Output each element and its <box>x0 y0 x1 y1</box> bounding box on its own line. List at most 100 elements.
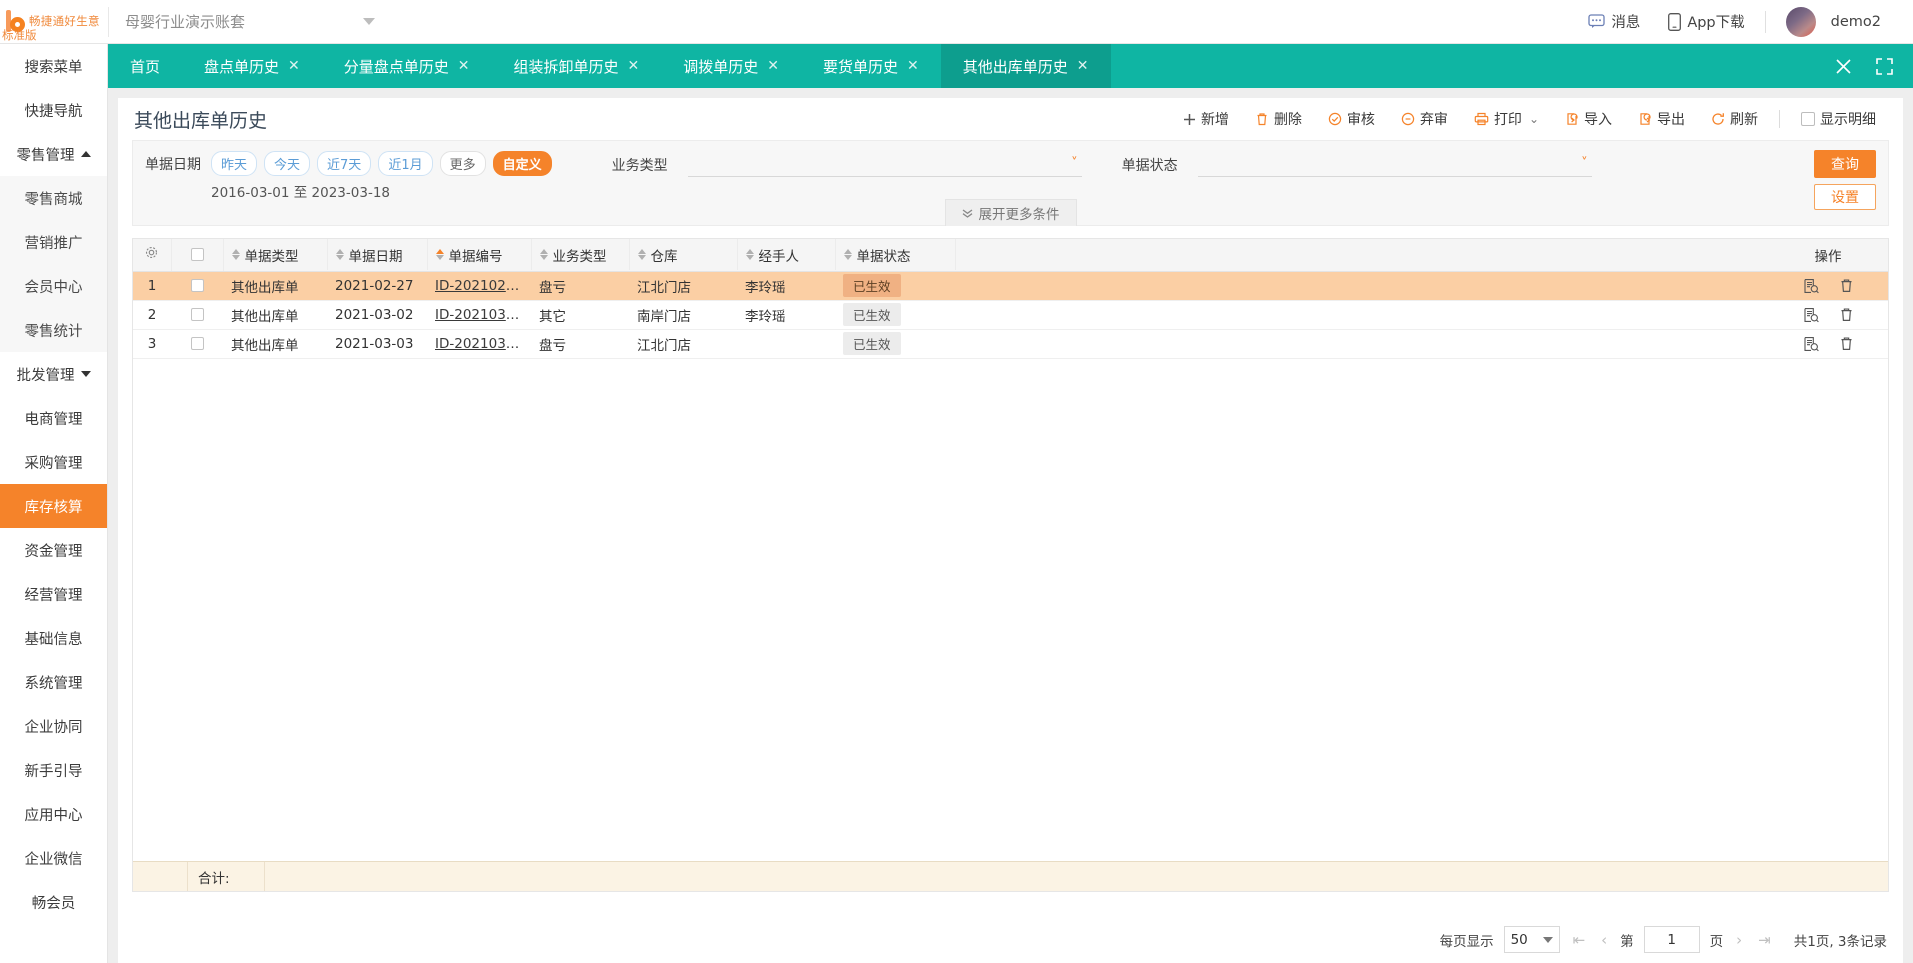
toolbar-button-1[interactable]: 删除 <box>1242 104 1315 134</box>
close-icon[interactable] <box>1835 58 1852 75</box>
last-page-button[interactable]: ⇥ <box>1758 930 1771 949</box>
query-button[interactable]: 查询 <box>1814 150 1876 178</box>
sidebar-item-17[interactable]: 应用中心 <box>0 792 107 836</box>
column-header-date[interactable]: 单据日期 <box>328 239 428 271</box>
sidebar-item-16[interactable]: 新手引导 <box>0 748 107 792</box>
toolbar-button-3[interactable]: 弃审 <box>1388 104 1461 134</box>
sidebar-item-3[interactable]: 零售商城 <box>0 176 107 220</box>
tab-4[interactable]: 调拨单历史 ✕ <box>661 44 801 88</box>
fullscreen-icon[interactable] <box>1876 57 1893 75</box>
tab-5[interactable]: 要货单历史 ✕ <box>801 44 941 88</box>
date-chip-0[interactable]: 昨天 <box>211 151 258 176</box>
sidebar-item-12[interactable]: 经营管理 <box>0 572 107 616</box>
brand-logo[interactable]: 畅捷通好生意 标准版 <box>0 0 108 44</box>
sort-icon[interactable] <box>637 249 646 261</box>
sidebar-item-19[interactable]: 畅会员 <box>0 880 107 924</box>
row-checkbox[interactable] <box>171 300 223 330</box>
per-page-select[interactable]: 50 <box>1503 926 1560 953</box>
date-chip-3[interactable]: 近1月 <box>378 151 433 176</box>
date-range-value[interactable]: 2016-03-01 至 2023-03-18 <box>211 185 390 201</box>
first-page-button[interactable]: ⇤ <box>1572 930 1586 949</box>
view-detail-icon[interactable] <box>1803 307 1819 323</box>
tab-close-icon[interactable]: ✕ <box>627 58 640 74</box>
document-code-link[interactable]: ID-20210227-0 <box>435 277 531 294</box>
action-toolbar[interactable]: 新增 删除 审核 弃审 打印 ⌄ 导入 导出 刷新 显示明细 <box>1170 104 1889 134</box>
expand-more-conditions-button[interactable]: 展开更多条件 <box>944 199 1077 226</box>
toolbar-button-5[interactable]: 导入 <box>1552 104 1625 134</box>
prev-page-button[interactable]: ‹ <box>1601 930 1608 949</box>
column-header-status[interactable]: 单据状态 <box>836 239 956 271</box>
document-code-link[interactable]: ID-20210302-0 <box>435 306 531 323</box>
view-detail-icon[interactable] <box>1803 336 1819 352</box>
chevron-down-icon[interactable]: ˅ <box>1071 156 1078 171</box>
row-checkbox[interactable] <box>171 329 223 359</box>
tab-0[interactable]: 首页 <box>108 44 182 88</box>
sidebar-item-14[interactable]: 系统管理 <box>0 660 107 704</box>
column-header-biz[interactable]: 业务类型 <box>532 239 630 271</box>
tab-close-icon[interactable]: ✕ <box>288 58 300 74</box>
column-header-code[interactable]: 单据编号 <box>428 239 532 271</box>
sidebar-item-6[interactable]: 零售统计 <box>0 308 107 352</box>
row-checkbox[interactable] <box>171 271 223 301</box>
view-detail-icon[interactable] <box>1803 278 1819 294</box>
doc-status-input[interactable] <box>1197 151 1592 177</box>
gear-icon[interactable] <box>144 245 159 260</box>
account-selector[interactable]: 母婴行业演示账套 <box>125 11 383 32</box>
select-all-header[interactable] <box>171 239 224 272</box>
table-row[interactable]: 2 其他出库单 2021-03-02 ID-20210302-0 其它 南岸门店 李玲瑶 已生… <box>133 300 1888 330</box>
sidebar-item-15[interactable]: 企业协同 <box>0 704 107 748</box>
cell-code[interactable]: ID-20210303-0 <box>427 329 531 359</box>
sidebar[interactable]: 搜索菜单 快捷导航 零售管理 零售商城 营销推广 会员中心 零售统计 批发管理 电商管理 采购管理… <box>0 44 108 963</box>
sort-icon[interactable] <box>435 249 444 261</box>
select-all-checkbox[interactable] <box>190 248 204 262</box>
delete-row-icon[interactable] <box>1839 336 1854 351</box>
tab-3[interactable]: 组装拆卸单历史 ✕ <box>492 44 662 88</box>
column-header-handler[interactable]: 经手人 <box>738 239 836 271</box>
date-chip-1[interactable]: 今天 <box>264 151 311 176</box>
document-code-link[interactable]: ID-20210303-0 <box>435 335 531 352</box>
sidebar-item-4[interactable]: 营销推广 <box>0 220 107 264</box>
sidebar-item-9[interactable]: 采购管理 <box>0 440 107 484</box>
tab-6[interactable]: 其他出库单历史 ✕ <box>940 44 1111 88</box>
page-number-input[interactable] <box>1643 926 1700 953</box>
biz-type-filter[interactable]: 业务类型 ˅ <box>612 151 1082 177</box>
user-menu[interactable]: demo2 <box>1772 6 1895 37</box>
sort-icon[interactable] <box>843 249 852 261</box>
messages-button[interactable]: 消息 <box>1574 11 1654 32</box>
pagination[interactable]: 每页显示 50 ⇤ ‹ 第 页 › ⇥ 共1页, 3条记录 <box>1440 926 1887 953</box>
date-chip-2[interactable]: 近7天 <box>317 151 372 176</box>
sidebar-item-1[interactable]: 快捷导航 <box>0 88 107 132</box>
sidebar-item-13[interactable]: 基础信息 <box>0 616 107 660</box>
doc-status-filter[interactable]: 单据状态 ˅ <box>1122 151 1592 177</box>
show-detail-checkbox[interactable] <box>1801 112 1815 126</box>
row-select-checkbox[interactable] <box>190 308 204 321</box>
date-quick-chips[interactable]: 昨天 今天 近7天 近1月 更多 自定义 <box>211 151 552 176</box>
biz-type-input[interactable] <box>687 151 1082 177</box>
tab-1[interactable]: 盘点单历史 ✕ <box>182 44 322 88</box>
table-row[interactable]: 3 其他出库单 2021-03-03 ID-20210303-0 盘亏 江北门店 已生效 <box>133 329 1888 359</box>
sidebar-item-2[interactable]: 零售管理 <box>0 132 107 176</box>
delete-row-icon[interactable] <box>1839 307 1854 322</box>
toolbar-button-0[interactable]: 新增 <box>1170 104 1242 134</box>
column-header-warehouse[interactable]: 仓库 <box>630 239 738 271</box>
sort-icon[interactable] <box>335 249 344 261</box>
row-select-checkbox[interactable] <box>190 279 204 292</box>
toolbar-button-7[interactable]: 刷新 <box>1698 104 1771 134</box>
tab-close-icon[interactable]: ✕ <box>457 58 470 74</box>
sort-icon[interactable] <box>539 249 548 261</box>
toolbar-button-4[interactable]: 打印 ⌄ <box>1461 104 1552 134</box>
chevron-down-icon[interactable]: ˅ <box>1581 156 1588 171</box>
show-detail-toggle[interactable]: 显示明细 <box>1788 104 1889 134</box>
column-header-type[interactable]: 单据类型 <box>224 239 328 271</box>
date-chip-4[interactable]: 更多 <box>439 151 486 176</box>
toolbar-button-6[interactable]: 导出 <box>1625 104 1698 134</box>
sort-icon[interactable] <box>231 249 240 261</box>
column-settings-header[interactable] <box>133 239 172 272</box>
sidebar-item-8[interactable]: 电商管理 <box>0 396 107 440</box>
next-page-button[interactable]: › <box>1736 930 1743 949</box>
sort-icon[interactable] <box>745 249 754 261</box>
tab-2[interactable]: 分量盘点单历史 ✕ <box>322 44 492 88</box>
tab-close-icon[interactable]: ✕ <box>767 58 780 74</box>
sidebar-item-18[interactable]: 企业微信 <box>0 836 107 880</box>
delete-row-icon[interactable] <box>1839 278 1854 293</box>
